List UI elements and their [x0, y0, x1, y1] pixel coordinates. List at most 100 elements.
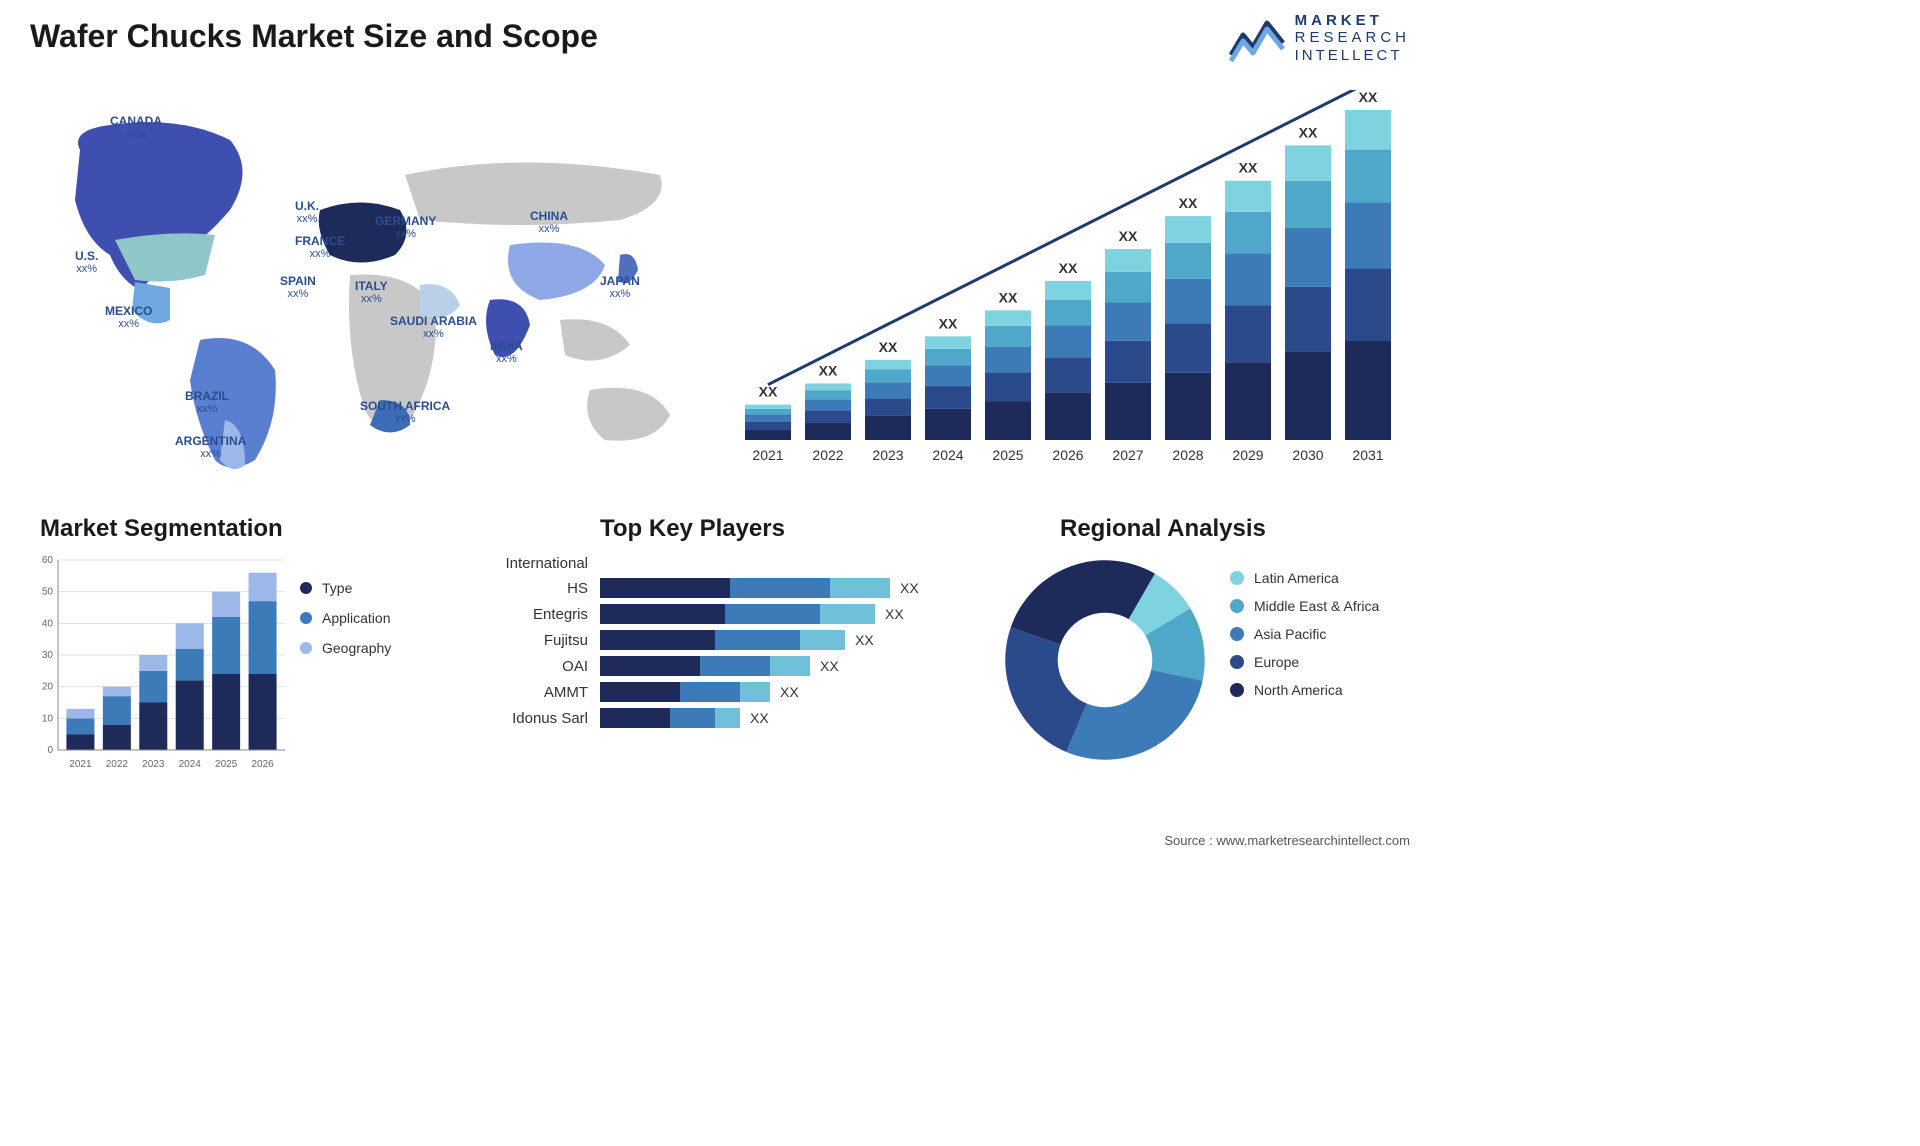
key-player-value: XX [750, 710, 769, 726]
map-label: FRANCExx% [295, 235, 345, 260]
svg-text:10: 10 [42, 713, 54, 724]
svg-text:2022: 2022 [812, 447, 843, 463]
key-player-bar [600, 604, 875, 624]
key-player-label: HS [480, 580, 600, 597]
map-label: INDIAxx% [490, 340, 523, 365]
key-player-value: XX [780, 684, 799, 700]
segmentation-legend: Type Application Geography [300, 580, 391, 670]
svg-text:XX: XX [819, 362, 838, 378]
svg-text:30: 30 [42, 650, 54, 661]
regional-header: Regional Analysis [1060, 515, 1266, 543]
key-player-bar [600, 682, 770, 702]
svg-text:XX: XX [1359, 90, 1378, 105]
main-chart-svg: XX2021XX2022XX2023XX2024XX2025XX2026XX20… [730, 90, 1410, 470]
key-player-bar [600, 630, 845, 650]
main-forecast-chart: XX2021XX2022XX2023XX2024XX2025XX2026XX20… [730, 90, 1410, 470]
map-label: SAUDI ARABIAxx% [390, 315, 477, 340]
key-player-label: Entegris [480, 606, 600, 623]
map-label: SOUTH AFRICAxx% [360, 400, 450, 425]
regional-legend-item: Europe [1230, 654, 1379, 670]
svg-text:XX: XX [1179, 195, 1198, 211]
map-label: U.K.xx% [295, 200, 319, 225]
key-player-label: AMMT [480, 684, 600, 701]
logo-mark-icon [1229, 13, 1285, 63]
donut-svg [1000, 555, 1210, 765]
key-player-label: Fujitsu [480, 632, 600, 649]
svg-text:2023: 2023 [142, 759, 165, 770]
segmentation-legend-item: Type [300, 580, 391, 596]
page-title: Wafer Chucks Market Size and Scope [30, 18, 598, 55]
svg-text:XX: XX [759, 384, 778, 400]
segmentation-legend-item: Geography [300, 640, 391, 656]
key-player-row: AMMT XX [480, 682, 960, 702]
svg-text:2024: 2024 [179, 759, 202, 770]
key-players-chart: InternationalHSXXEntegrisXXFujitsuXXOAIX… [480, 555, 960, 734]
map-label: U.S.xx% [75, 250, 98, 275]
svg-text:XX: XX [879, 339, 898, 355]
svg-text:2025: 2025 [992, 447, 1023, 463]
map-label: BRAZILxx% [185, 390, 229, 415]
key-players-header: Top Key Players [600, 515, 785, 543]
segmentation-svg: 0102030405060202120222023202420252026 [30, 555, 290, 775]
key-player-label: OAI [480, 658, 600, 675]
key-player-label: International [480, 555, 600, 572]
key-player-value: XX [820, 658, 839, 674]
svg-text:2025: 2025 [215, 759, 238, 770]
svg-text:2027: 2027 [1112, 447, 1143, 463]
svg-text:2028: 2028 [1172, 447, 1203, 463]
map-label: SPAINxx% [280, 275, 316, 300]
key-player-bar [600, 578, 890, 598]
segmentation-header: Market Segmentation [40, 515, 283, 543]
svg-text:60: 60 [42, 555, 54, 566]
map-label: CANADAxx% [110, 115, 162, 140]
source-attribution: Source : www.marketresearchintellect.com [1164, 833, 1410, 848]
key-player-row: International [480, 555, 960, 572]
svg-text:XX: XX [1119, 228, 1138, 244]
key-player-value: XX [885, 606, 904, 622]
key-player-label: Idonus Sarl [480, 710, 600, 727]
svg-text:2023: 2023 [872, 447, 903, 463]
svg-text:2030: 2030 [1292, 447, 1323, 463]
svg-text:2029: 2029 [1232, 447, 1263, 463]
svg-text:2024: 2024 [932, 447, 963, 463]
svg-text:XX: XX [939, 315, 958, 331]
svg-text:2021: 2021 [69, 759, 92, 770]
key-player-row: FujitsuXX [480, 630, 960, 650]
map-label: CHINAxx% [530, 210, 568, 235]
map-label: ITALYxx% [355, 280, 388, 305]
map-label: ARGENTINAxx% [175, 435, 246, 460]
segmentation-legend-item: Application [300, 610, 391, 626]
svg-text:0: 0 [47, 745, 53, 756]
key-player-row: HS XX [480, 578, 960, 598]
regional-legend-item: Middle East & Africa [1230, 598, 1379, 614]
map-label: MEXICOxx% [105, 305, 152, 330]
regional-legend-item: North America [1230, 682, 1379, 698]
brand-logo: MARKET RESEARCH INTELLECT [1229, 12, 1410, 64]
map-label: GERMANYxx% [375, 215, 436, 240]
key-player-bar [600, 656, 810, 676]
svg-text:XX: XX [1299, 124, 1318, 140]
key-player-bar [600, 708, 740, 728]
regional-legend: Latin America Middle East & Africa Asia Pa… [1230, 570, 1379, 710]
key-player-row: OAI XX [480, 656, 960, 676]
svg-text:2022: 2022 [106, 759, 129, 770]
svg-text:20: 20 [42, 682, 54, 693]
map-label: JAPANxx% [600, 275, 640, 300]
key-player-value: XX [900, 580, 919, 596]
key-player-row: Entegris XX [480, 604, 960, 624]
key-player-row: Idonus Sarl XX [480, 708, 960, 728]
svg-text:XX: XX [1059, 260, 1078, 276]
svg-text:40: 40 [42, 618, 54, 629]
svg-text:2026: 2026 [1052, 447, 1083, 463]
regional-donut [1000, 555, 1210, 765]
logo-line2: RESEARCH [1295, 29, 1410, 46]
svg-text:2031: 2031 [1352, 447, 1383, 463]
svg-text:2026: 2026 [251, 759, 274, 770]
regional-legend-item: Asia Pacific [1230, 626, 1379, 642]
regional-legend-item: Latin America [1230, 570, 1379, 586]
svg-text:XX: XX [999, 289, 1018, 305]
world-map: CANADAxx% U.S.xx% MEXICOxx% BRAZILxx% ARGENT… [20, 80, 700, 480]
logo-line1: MARKET [1295, 12, 1410, 29]
segmentation-chart: 0102030405060202120222023202420252026 [30, 555, 290, 775]
logo-line3: INTELLECT [1295, 47, 1410, 64]
